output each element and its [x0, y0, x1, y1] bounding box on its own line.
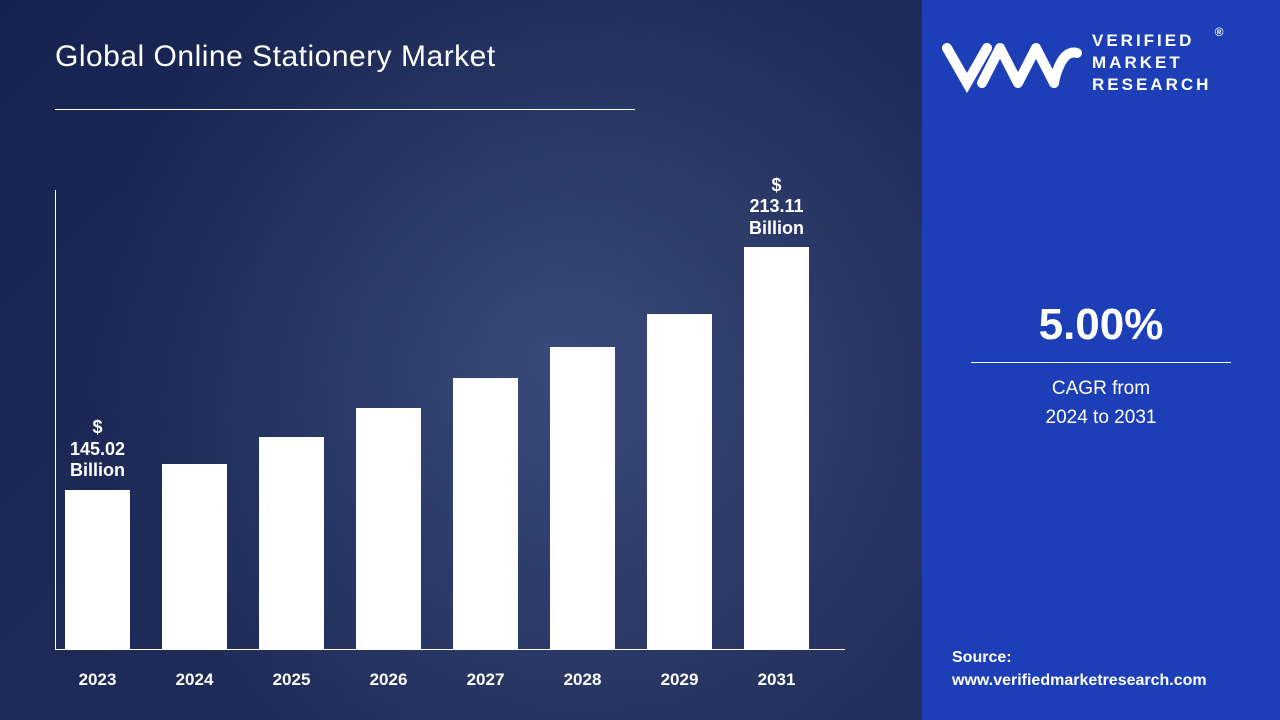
bar: [550, 347, 615, 650]
x-label: 2024: [162, 670, 227, 690]
bar: [647, 314, 712, 650]
x-axis: [55, 649, 845, 650]
logo-text: VERIFIED MARKET RESEARCH ®: [1092, 30, 1211, 96]
title-block: Global Online Stationery Market: [55, 40, 635, 110]
logo-line3: RESEARCH: [1092, 74, 1211, 96]
cagr-value: 5.00%: [922, 300, 1280, 350]
source-block: Source: www.verifiedmarketresearch.com: [952, 647, 1207, 692]
bar-wrap: [259, 437, 324, 650]
source-label: Source:: [952, 647, 1207, 669]
x-labels-container: 2023 2024 2025 2026 2027 2028 2029 2031: [65, 670, 845, 690]
x-label: 2027: [453, 670, 518, 690]
logo-line2: MARKET: [1092, 52, 1211, 74]
cagr-block: 5.00% CAGR from 2024 to 2031: [922, 300, 1280, 432]
logo-line1: VERIFIED: [1092, 30, 1211, 52]
x-label: 2031: [744, 670, 809, 690]
bar-wrap: [162, 464, 227, 650]
vmr-logo-icon: [942, 33, 1082, 93]
start-value-label: $ 145.02Billion: [65, 417, 130, 482]
right-panel: VERIFIED MARKET RESEARCH ® 5.00% CAGR fr…: [922, 0, 1280, 720]
end-value-label: $ 213.11Billion: [744, 175, 809, 240]
cagr-caption: CAGR from 2024 to 2031: [922, 375, 1280, 432]
title-underline: [55, 109, 635, 110]
cagr-caption-line2: 2024 to 2031: [922, 404, 1280, 433]
x-label: 2028: [550, 670, 615, 690]
bar: [356, 408, 421, 650]
x-label: 2029: [647, 670, 712, 690]
x-label: 2025: [259, 670, 324, 690]
bar: [162, 464, 227, 650]
bar: [259, 437, 324, 650]
y-axis: [55, 190, 56, 650]
left-panel: Global Online Stationery Market $ 145.02…: [0, 0, 922, 720]
x-label: 2023: [65, 670, 130, 690]
bars-container: $ 145.02Billion$ 213.11Billion: [65, 230, 845, 650]
bar-wrap: $ 145.02Billion: [65, 417, 130, 650]
bar-chart: $ 145.02Billion$ 213.11Billion 202320242…: [55, 190, 845, 690]
x-label: 2026: [356, 670, 421, 690]
bar-wrap: [453, 378, 518, 650]
bar: [453, 378, 518, 650]
bar-wrap: [356, 408, 421, 650]
bar: [65, 490, 130, 650]
bar-wrap: [647, 314, 712, 650]
source-url: www.verifiedmarketresearch.com: [952, 670, 1207, 692]
bar: [744, 247, 809, 650]
page-title: Global Online Stationery Market: [55, 40, 635, 74]
registered-mark-icon: ®: [1215, 25, 1227, 41]
infographic-container: Global Online Stationery Market $ 145.02…: [0, 0, 1280, 720]
logo-block: VERIFIED MARKET RESEARCH ®: [942, 30, 1260, 96]
bar-wrap: [550, 347, 615, 650]
cagr-caption-line1: CAGR from: [922, 375, 1280, 404]
bar-wrap: $ 213.11Billion: [744, 175, 809, 650]
cagr-underline: [971, 362, 1231, 363]
